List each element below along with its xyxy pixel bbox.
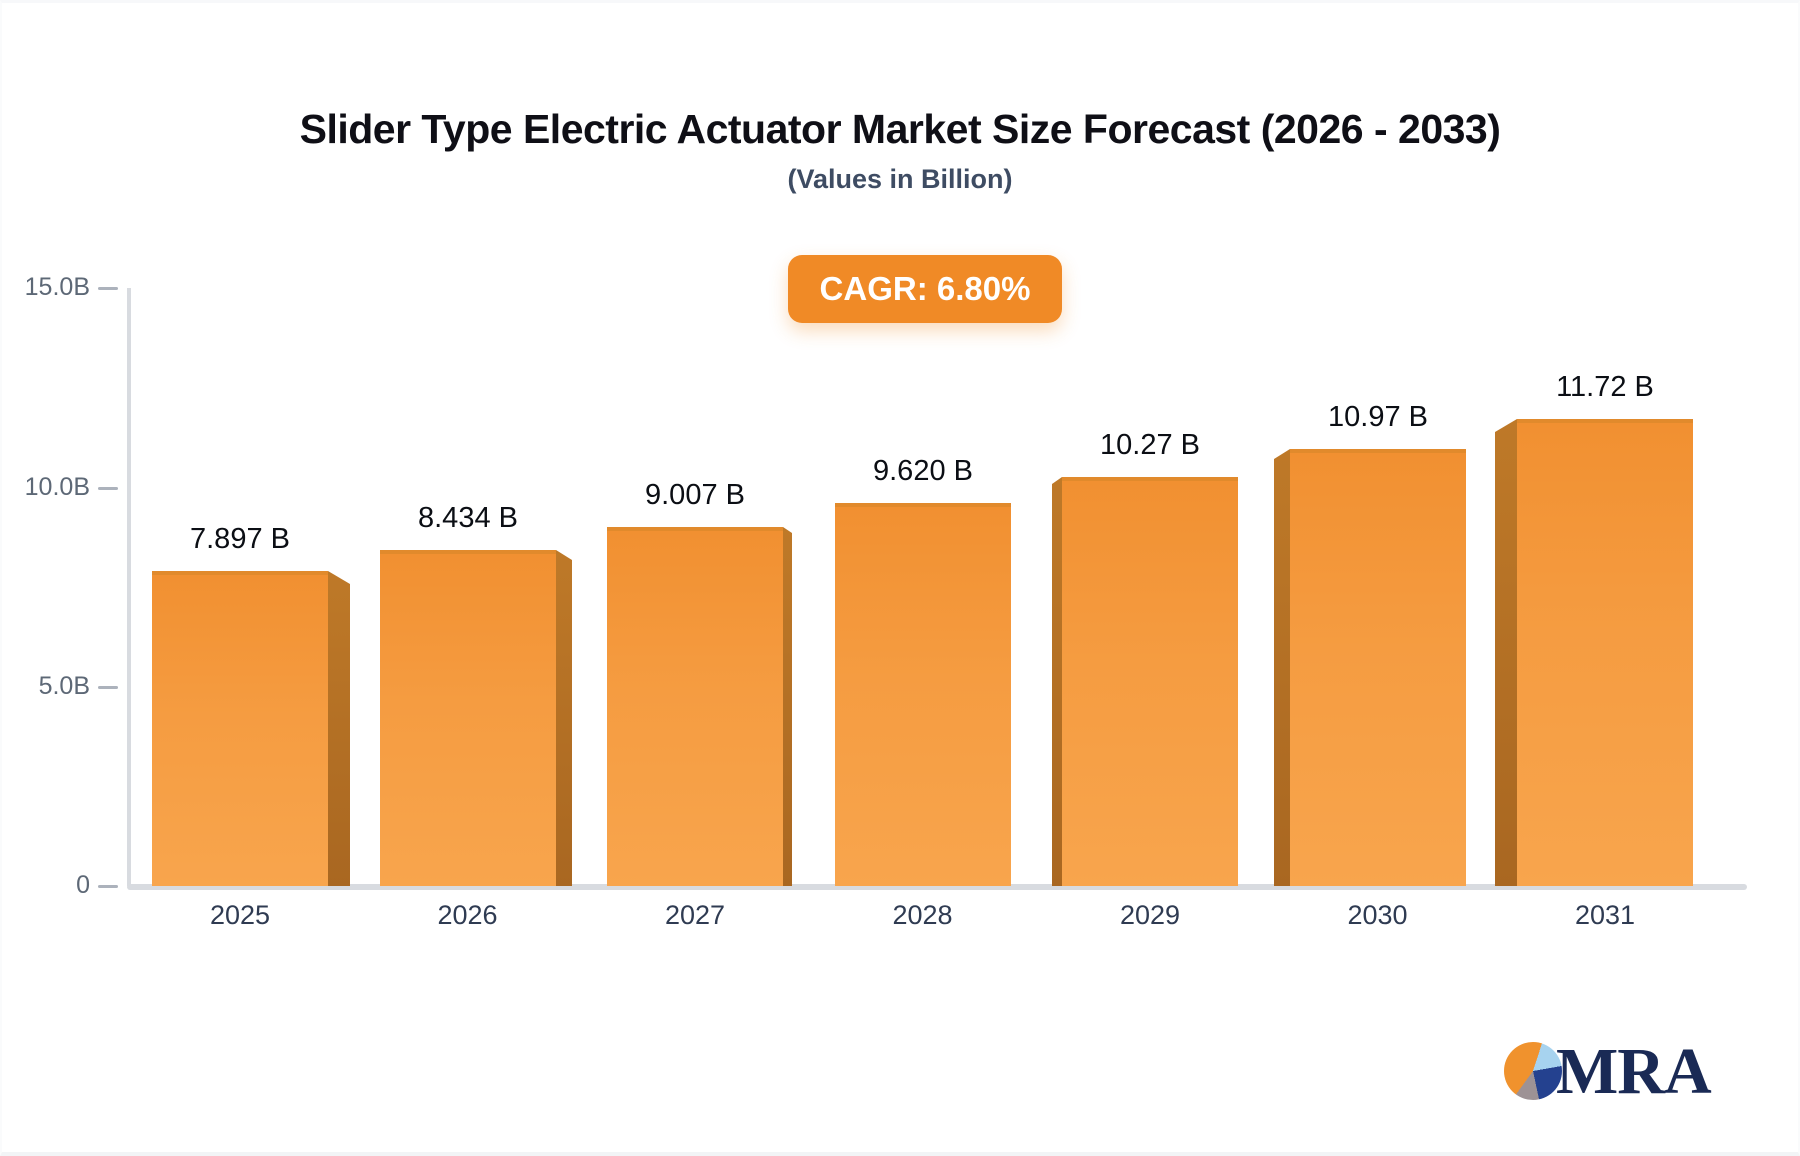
x-axis-baseline bbox=[127, 884, 1747, 890]
bar-3d-side bbox=[1052, 477, 1062, 886]
y-axis-tick-label: 0 bbox=[76, 871, 90, 899]
bar-2029 bbox=[1062, 477, 1238, 886]
bar-3d-side bbox=[1495, 419, 1517, 886]
x-axis-label: 2027 bbox=[664, 900, 726, 930]
bar-3d-side bbox=[1274, 449, 1290, 886]
y-axis-tick-dash bbox=[98, 486, 118, 490]
x-axis-label: 2028 bbox=[892, 900, 953, 930]
x-axis-label: 2029 bbox=[1119, 900, 1181, 930]
brand-logo-text: MRA bbox=[1556, 1035, 1712, 1108]
y-axis-tick-label: 5.0B bbox=[38, 671, 90, 700]
bar-value-label: 10.97 B bbox=[1328, 401, 1428, 433]
y-axis-tick-label: 15.0B bbox=[24, 273, 90, 302]
bar-value-label: 8.434 B bbox=[418, 502, 518, 534]
x-axis-label: 2031 bbox=[1574, 900, 1636, 930]
x-axis-label: 2025 bbox=[209, 900, 271, 930]
y-axis-tick-label: 10.0B bbox=[24, 472, 90, 501]
bar-value-label: 10.27 B bbox=[1100, 429, 1200, 461]
bar-value-label: 9.007 B bbox=[645, 479, 745, 511]
bar-3d-side bbox=[328, 571, 350, 886]
bar-2031 bbox=[1517, 419, 1693, 886]
bar-2027 bbox=[607, 527, 783, 886]
bar-2030 bbox=[1290, 449, 1466, 886]
pie-chart-icon bbox=[1504, 1042, 1562, 1100]
bar-3d-side bbox=[783, 527, 792, 886]
chart-subtitle: (Values in Billion) bbox=[787, 164, 1013, 194]
y-axis-tick-dash bbox=[98, 287, 118, 291]
bar-value-label: 9.620 B bbox=[873, 455, 973, 487]
x-axis-label: 2026 bbox=[437, 900, 498, 930]
x-axis-label: 2030 bbox=[1347, 900, 1408, 930]
bar-2025 bbox=[152, 571, 328, 886]
y-axis-tick-dash bbox=[98, 885, 118, 888]
y-axis-line bbox=[127, 288, 131, 886]
bar-value-label: 11.72 B bbox=[1556, 371, 1654, 403]
brand-logo: MRA bbox=[1504, 1035, 1734, 1108]
bar-value-label: 7.897 B bbox=[190, 523, 290, 555]
y-axis-tick-dash bbox=[98, 685, 118, 689]
bar-2028 bbox=[835, 503, 1011, 886]
bar-3d-side bbox=[556, 550, 572, 886]
cagr-badge: CAGR: 6.80% bbox=[788, 255, 1062, 323]
chart-title: Slider Type Electric Actuator Market Siz… bbox=[299, 106, 1501, 152]
bar-2026 bbox=[380, 550, 556, 886]
